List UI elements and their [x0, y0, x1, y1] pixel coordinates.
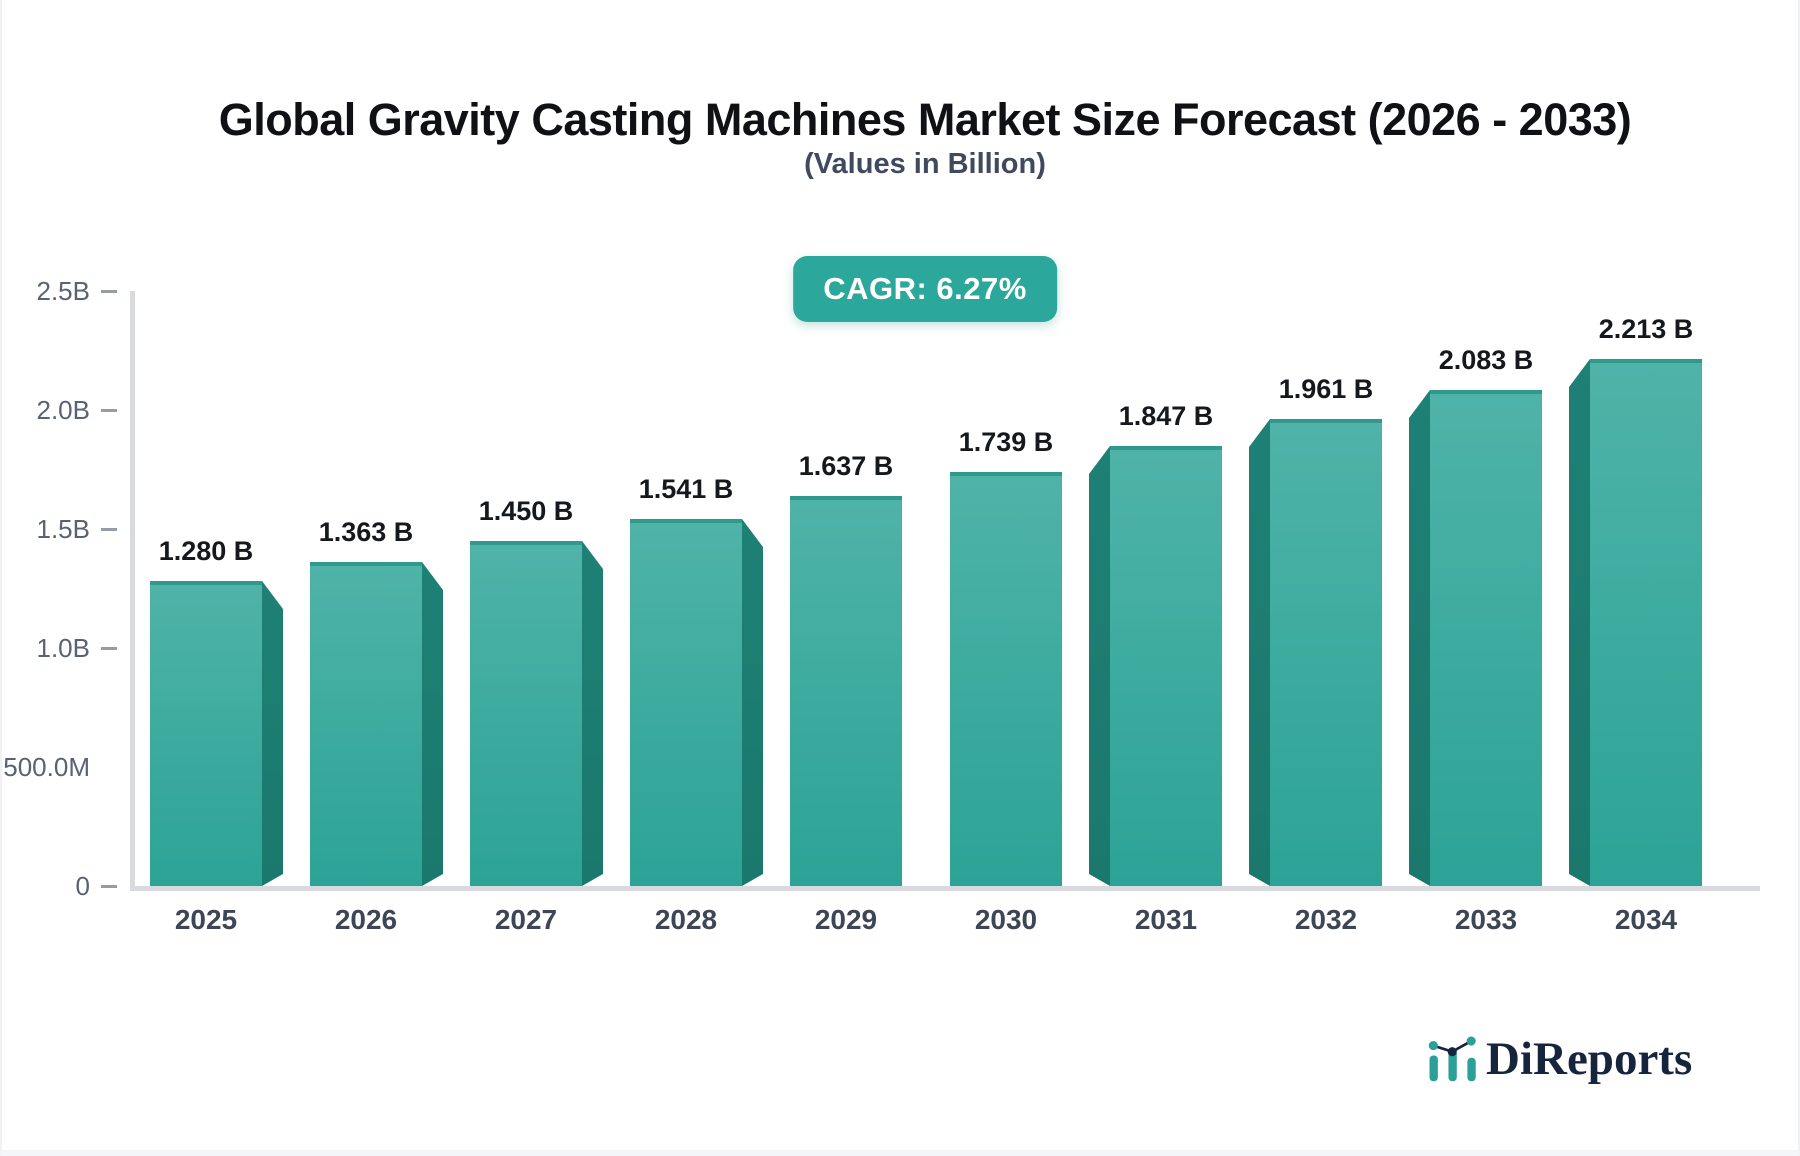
- bar-value-label: 2.213 B: [1598, 314, 1694, 344]
- y-tick-mark: [101, 528, 117, 531]
- bar-value-label: 1.280 B: [158, 536, 254, 566]
- x-tick-label: 2029: [814, 904, 878, 935]
- y-tick-mark: [101, 647, 117, 650]
- x-tick-label: 2028: [654, 904, 718, 935]
- x-tick-label: 2031: [1134, 904, 1198, 935]
- bar[interactable]: [630, 519, 742, 886]
- y-tick-label: 500.0M: [3, 752, 90, 782]
- bar-value-label: 1.637 B: [798, 451, 894, 481]
- bar-value-label: 1.541 B: [638, 474, 734, 504]
- x-tick-label: 2027: [494, 904, 558, 935]
- x-axis-baseline: [130, 886, 1760, 891]
- bar[interactable]: [1590, 359, 1702, 886]
- bar-value-label: 2.083 B: [1438, 345, 1534, 375]
- x-tick-label: 2034: [1614, 904, 1678, 935]
- x-tick-label: 2025: [174, 904, 238, 935]
- y-tick-label: 2.0B: [36, 395, 91, 425]
- bar-value-label: 1.363 B: [318, 517, 414, 547]
- bar-side-face: [1569, 359, 1590, 886]
- cagr-badge: CAGR: 6.27%: [793, 256, 1057, 322]
- bar[interactable]: [1430, 390, 1542, 886]
- chart-subtitle: (Values in Billion): [804, 148, 1046, 180]
- x-tick-label: 2026: [334, 904, 398, 935]
- bar-side-face: [742, 519, 763, 886]
- bar[interactable]: [790, 496, 902, 886]
- x-tick-label: 2032: [1294, 904, 1358, 935]
- bar-value-label: 1.739 B: [958, 427, 1054, 457]
- mini-bar-chart-icon: [1428, 1036, 1476, 1082]
- direports-logo: DiReports: [1428, 1032, 1692, 1088]
- bar-side-face: [1089, 446, 1110, 886]
- y-tick-label: 1.0B: [36, 633, 91, 663]
- y-tick-label: 0: [75, 871, 90, 901]
- y-tick-mark: [101, 290, 117, 293]
- y-tick-mark: [101, 409, 117, 412]
- bar[interactable]: [1270, 419, 1382, 886]
- y-axis-line: [130, 291, 135, 891]
- bar[interactable]: [470, 541, 582, 886]
- bar-side-face: [262, 581, 283, 886]
- bar[interactable]: [150, 581, 262, 886]
- bar-value-label: 1.961 B: [1278, 374, 1374, 404]
- y-tick-label: 2.5B: [36, 276, 91, 306]
- x-tick-label: 2030: [974, 904, 1038, 935]
- bar-side-face: [1249, 419, 1270, 886]
- x-tick-label: 2033: [1454, 904, 1518, 935]
- logo-text: DiReports: [1486, 1033, 1693, 1085]
- bar-value-label: 1.450 B: [478, 496, 574, 526]
- bar-value-label: 1.847 B: [1118, 401, 1214, 431]
- y-tick-label: 1.5B: [36, 514, 91, 544]
- bar-side-face: [422, 562, 443, 886]
- bar[interactable]: [1110, 446, 1222, 886]
- y-tick-mark: [101, 885, 117, 888]
- bar-side-face: [1409, 390, 1430, 886]
- bar[interactable]: [310, 562, 422, 886]
- chart-title: Global Gravity Casting Machines Market S…: [218, 94, 1632, 145]
- bar[interactable]: [950, 472, 1062, 886]
- cagr-badge-label: CAGR: 6.27%: [823, 271, 1027, 306]
- bar-side-face: [582, 541, 603, 886]
